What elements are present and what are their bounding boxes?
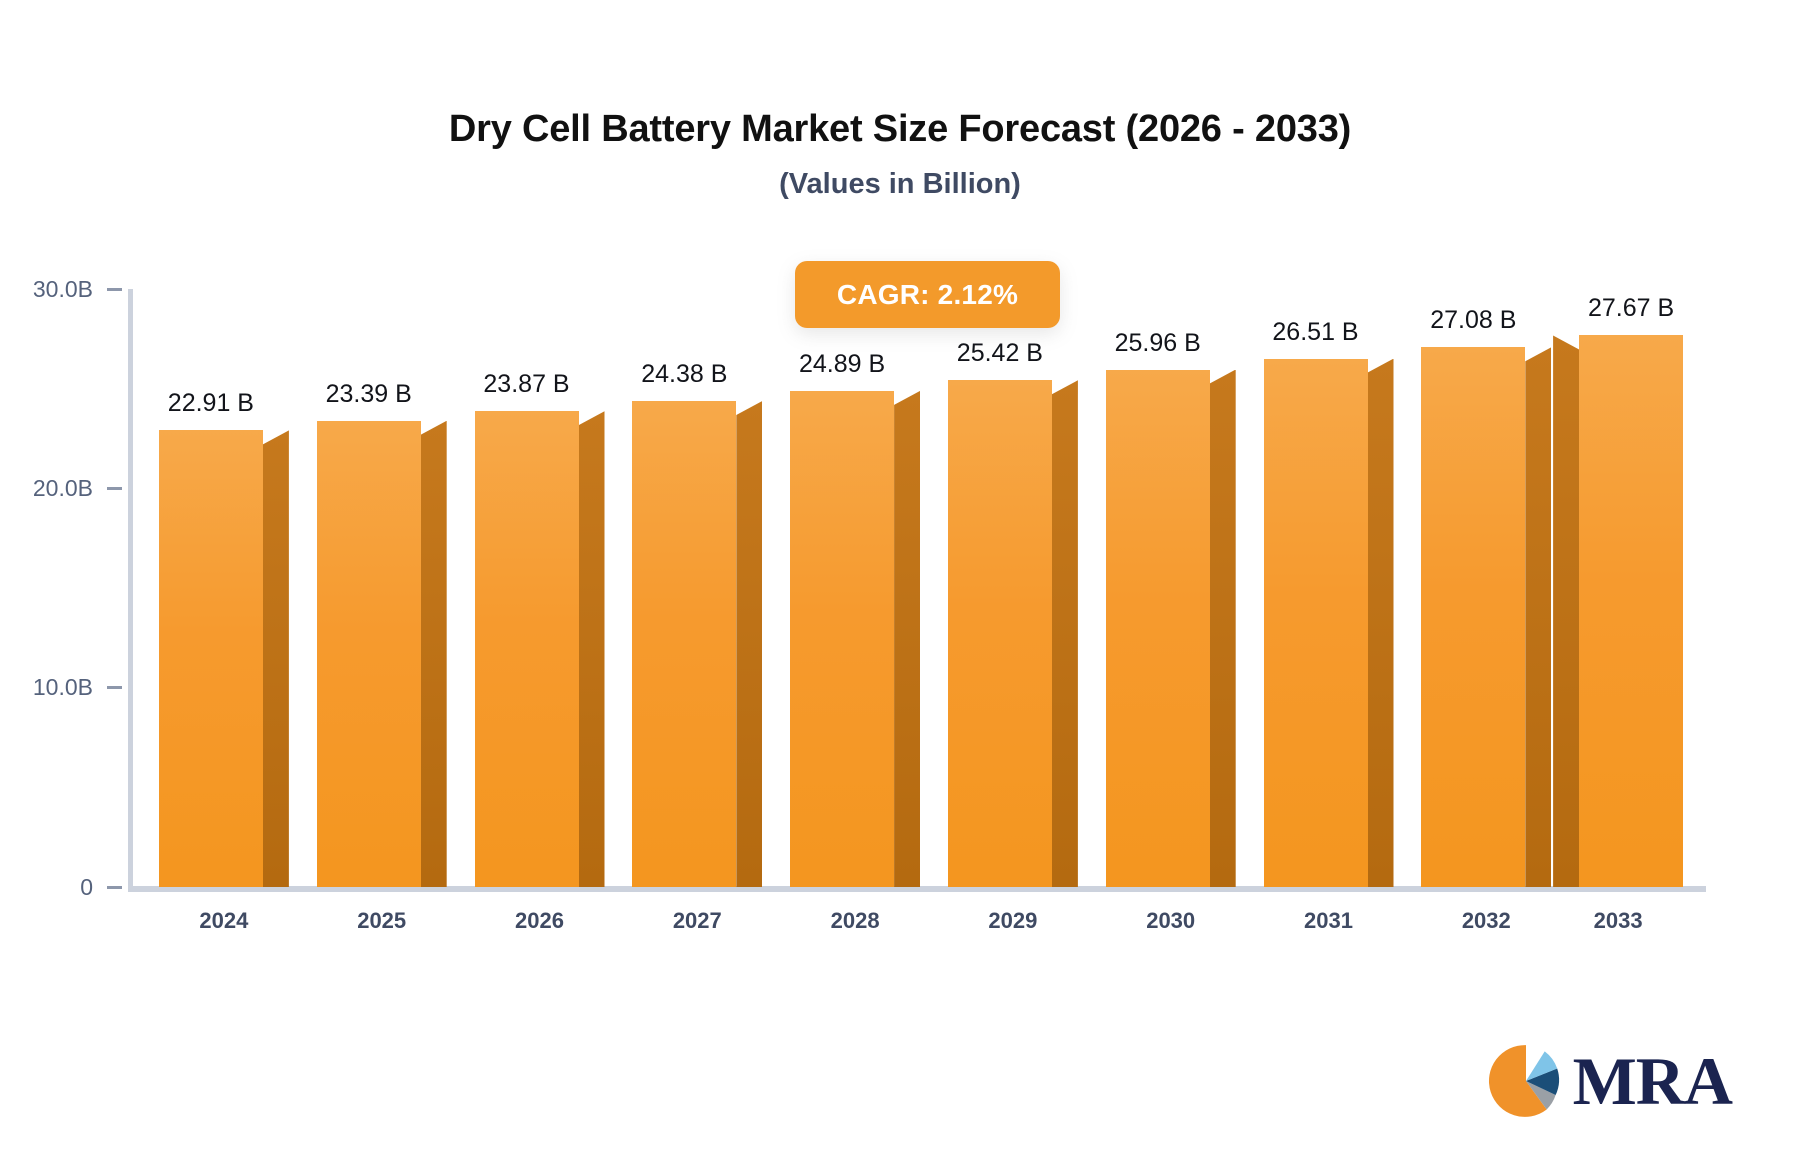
bar-side-panel	[1209, 369, 1236, 887]
bar-2030: 25.96 B	[1105, 329, 1236, 887]
y-axis-tick: 0	[0, 873, 128, 900]
chart-subtitle: (Values in Billion)	[779, 167, 1021, 200]
y-axis-tick: 10.0B	[0, 674, 128, 701]
logo-text: MRA	[1572, 1043, 1733, 1119]
bar-front-face	[632, 401, 737, 887]
x-axis-label-2028: 2028	[830, 908, 880, 933]
bar-value-label: 24.38 B	[641, 360, 728, 389]
bar-2029: 25.42 B	[947, 339, 1078, 887]
y-axis-tick-label: 10.0B	[32, 674, 93, 701]
bar-front-face	[474, 411, 579, 887]
x-axis-label-2033: 2033	[1593, 908, 1643, 933]
bar-2028: 24.89 B	[790, 350, 921, 887]
bar-front-face	[790, 390, 895, 887]
y-axis-tick-label: 0	[80, 873, 93, 900]
y-axis-tick-mark	[107, 287, 122, 291]
bar-2027: 24.38 B	[632, 360, 763, 887]
bar-front-face	[947, 380, 1052, 887]
x-axis-label-2027: 2027	[672, 908, 722, 933]
y-axis-tick: 30.0B	[0, 275, 128, 302]
bar-2032: 27.08 B	[1421, 306, 1552, 887]
brand-logo: MRA	[1487, 1042, 1733, 1120]
bar-2031: 26.51 B	[1263, 318, 1394, 887]
y-axis-tick-mark	[107, 885, 122, 889]
bar-value-label: 25.96 B	[1114, 328, 1201, 357]
bar-front-face	[1579, 335, 1684, 887]
y-axis-line	[128, 289, 133, 889]
plot-area: 22.91 B 23.39 B 23.87 B 24.38 B 24.89 B 25.42…	[128, 289, 1706, 887]
bar-side-panel	[1367, 358, 1394, 887]
bar-value-label: 23.87 B	[483, 370, 570, 399]
x-axis-label-2029: 2029	[988, 908, 1038, 933]
page-title: Dry Cell Battery Market Size Forecast (2…	[448, 108, 1352, 150]
bar-front-face	[158, 430, 263, 887]
bar-side-panel	[262, 430, 289, 887]
bar-value-label: 22.91 B	[167, 389, 254, 418]
bar-value-label: 26.51 B	[1272, 317, 1359, 346]
y-axis-tick-mark	[107, 686, 122, 690]
bar-front-face	[1421, 347, 1526, 887]
pie-chart-icon	[1488, 1045, 1562, 1117]
bar-2024: 22.91 B	[158, 389, 289, 887]
y-axis-tick-label: 20.0B	[32, 474, 93, 501]
bar-value-label: 27.08 B	[1430, 306, 1517, 335]
bar-side-panel	[1525, 347, 1552, 887]
cagr-badge: CAGR: 2.12%	[795, 261, 1060, 328]
bar-2033: 27.67 B	[1553, 294, 1684, 887]
x-axis-label-2032: 2032	[1461, 908, 1511, 933]
bar-side-panel	[1051, 380, 1078, 887]
x-axis-label-2026: 2026	[515, 908, 564, 933]
bar-value-label: 24.89 B	[799, 349, 886, 378]
y-axis-tick-mark	[107, 486, 122, 490]
x-axis-line	[128, 886, 1706, 892]
bar-front-face	[1105, 369, 1210, 887]
bar-side-panel	[578, 411, 605, 887]
y-axis-tick: 20.0B	[0, 474, 128, 501]
bar-value-label: 25.42 B	[956, 339, 1043, 368]
cagr-badge-label: CAGR: 2.12%	[836, 278, 1019, 310]
x-axis-label-2025: 2025	[357, 908, 407, 933]
bar-side-panel	[1553, 335, 1580, 887]
bar-front-face	[1263, 358, 1368, 887]
bar-2026: 23.87 B	[474, 370, 605, 887]
bar-side-panel	[894, 390, 921, 887]
x-axis-label-2030: 2030	[1146, 908, 1196, 933]
bar-value-label: 23.39 B	[325, 379, 412, 408]
x-axis-label-2024: 2024	[199, 908, 249, 933]
y-axis-tick-label: 30.0B	[32, 275, 93, 302]
bar-2025: 23.39 B	[316, 380, 447, 887]
title-block: Dry Cell Battery Market Size Forecast (2…	[0, 108, 1800, 201]
x-axis-label-2031: 2031	[1304, 908, 1353, 933]
bar-side-panel	[736, 401, 763, 887]
bar-front-face	[316, 420, 421, 887]
bar-value-label: 27.67 B	[1588, 294, 1675, 323]
bar-side-panel	[420, 420, 447, 887]
